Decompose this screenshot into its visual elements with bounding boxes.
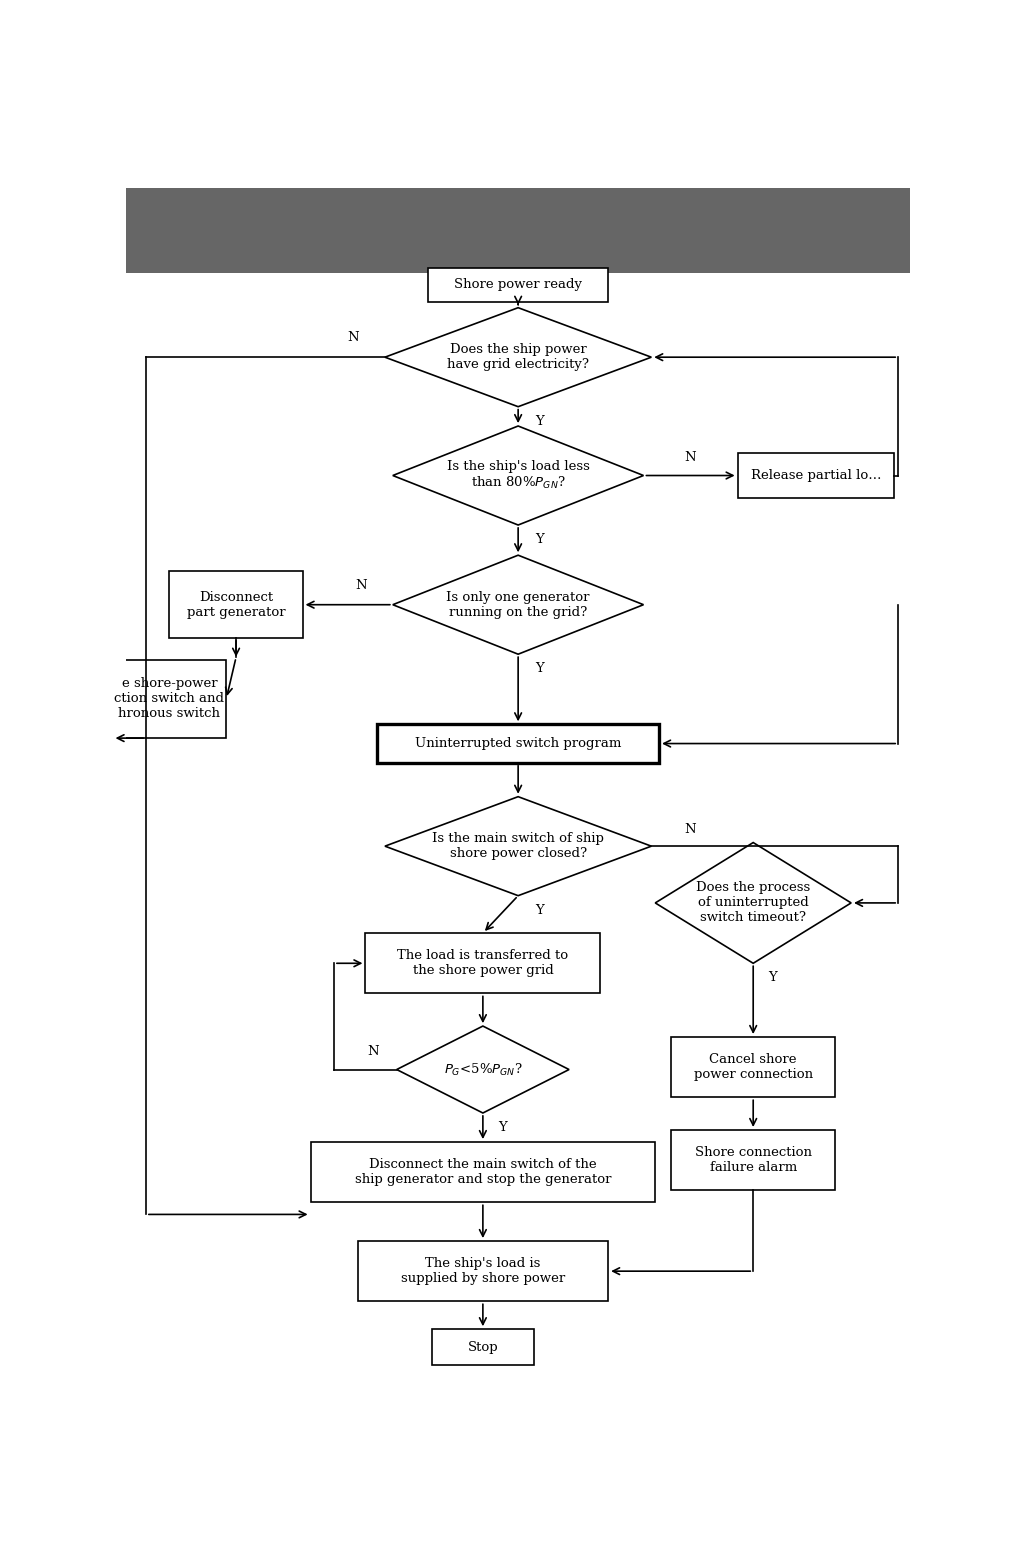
Polygon shape xyxy=(385,797,651,895)
Text: N: N xyxy=(348,331,359,345)
Text: N: N xyxy=(356,579,367,591)
Bar xyxy=(170,571,302,638)
Text: $P_G$<5%$P_{GN}$?: $P_G$<5%$P_{GN}$? xyxy=(444,1062,523,1077)
Text: Stop: Stop xyxy=(467,1341,498,1353)
Bar xyxy=(365,933,601,994)
Text: Y: Y xyxy=(768,971,777,985)
Text: Y: Y xyxy=(535,414,544,428)
Polygon shape xyxy=(392,555,643,654)
Text: e shore-power
ction switch and
hronous switch: e shore-power ction switch and hronous s… xyxy=(114,677,224,720)
Bar xyxy=(737,453,894,499)
Text: Shore power ready: Shore power ready xyxy=(454,278,582,292)
Bar xyxy=(112,660,226,739)
Text: Is only one generator
running on the grid?: Is only one generator running on the gri… xyxy=(447,591,589,619)
Polygon shape xyxy=(396,1025,569,1113)
Text: Y: Y xyxy=(498,1121,507,1134)
Bar xyxy=(310,1142,655,1203)
Text: The load is transferred to
the shore power grid: The load is transferred to the shore pow… xyxy=(397,949,568,977)
Bar xyxy=(671,1131,835,1190)
Text: Shore connection
failure alarm: Shore connection failure alarm xyxy=(695,1146,812,1174)
Text: N: N xyxy=(367,1044,379,1058)
Polygon shape xyxy=(385,307,651,406)
Text: Y: Y xyxy=(535,903,544,917)
Polygon shape xyxy=(392,426,643,525)
Text: Uninterrupted switch program: Uninterrupted switch program xyxy=(415,737,622,750)
Text: Disconnect the main switch of the
ship generator and stop the generator: Disconnect the main switch of the ship g… xyxy=(355,1159,611,1185)
Text: Cancel shore
power connection: Cancel shore power connection xyxy=(694,1054,813,1080)
Text: The ship's load is
supplied by shore power: The ship's load is supplied by shore pow… xyxy=(400,1258,565,1286)
Text: Y: Y xyxy=(535,662,544,676)
Bar xyxy=(671,1036,835,1098)
Polygon shape xyxy=(655,842,851,963)
Text: N: N xyxy=(684,823,697,836)
Text: Disconnect
part generator: Disconnect part generator xyxy=(187,591,285,619)
Text: Is the ship's load less
than 80%$P_{GN}$?: Is the ship's load less than 80%$P_{GN}$… xyxy=(447,459,589,491)
Text: Does the ship power
have grid electricity?: Does the ship power have grid electricit… xyxy=(447,343,589,372)
Bar xyxy=(432,1330,534,1366)
Text: Y: Y xyxy=(535,533,544,546)
Bar xyxy=(126,188,910,273)
Text: Does the process
of uninterrupted
switch timeout?: Does the process of uninterrupted switch… xyxy=(696,881,811,925)
Bar xyxy=(358,1240,609,1301)
Bar xyxy=(428,268,609,301)
Bar xyxy=(377,724,659,764)
Text: Release partial lo…: Release partial lo… xyxy=(750,469,882,481)
Text: N: N xyxy=(684,452,697,464)
Text: Is the main switch of ship
shore power closed?: Is the main switch of ship shore power c… xyxy=(432,833,605,861)
